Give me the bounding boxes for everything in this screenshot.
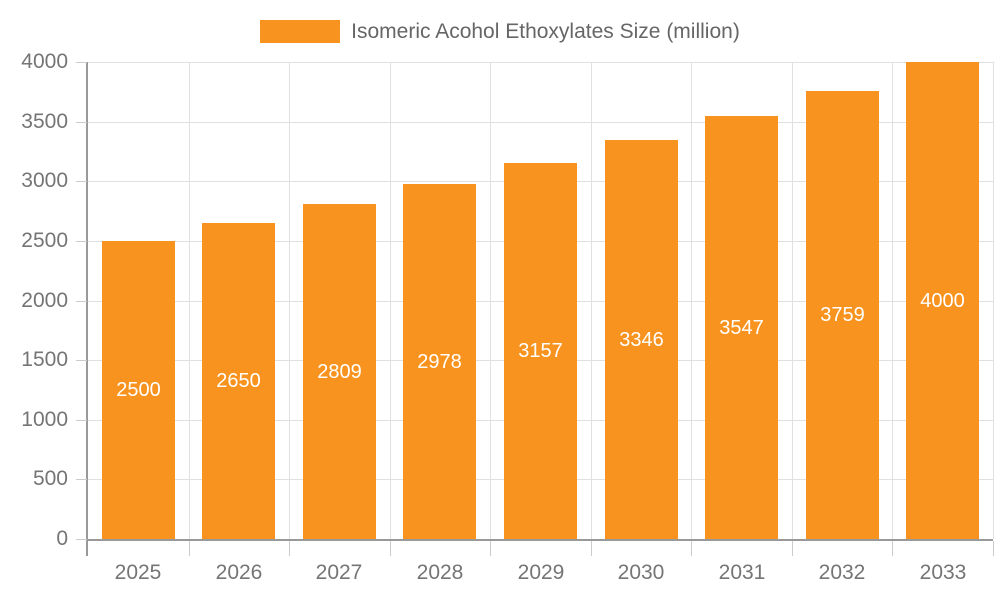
y-tick-mark — [76, 420, 87, 421]
y-tick-label: 500 — [32, 467, 68, 490]
h-gridline — [88, 121, 993, 123]
bar-value-label: 2500 — [116, 379, 161, 401]
x-tick-label: 2027 — [315, 561, 363, 584]
bar-value-label: 3547 — [719, 316, 764, 339]
x-tick-mark — [189, 541, 190, 556]
bar-value-label: 3759 — [820, 304, 865, 326]
bar-value-label: 4000 — [920, 289, 965, 312]
y-tick-mark — [76, 181, 87, 182]
v-gridline — [792, 62, 793, 539]
bar: 2650 — [202, 223, 275, 539]
v-gridline — [591, 62, 592, 539]
y-tick-label: 4000 — [21, 50, 68, 73]
bar: 3759 — [806, 91, 879, 539]
v-gridline — [189, 62, 190, 539]
y-tick-mark — [76, 122, 87, 123]
y-tick-label: 0 — [56, 527, 68, 550]
x-tick-label: 2025 — [114, 561, 162, 584]
bar-value-label: 2809 — [317, 360, 362, 383]
bar: 3547 — [705, 116, 778, 539]
legend: Isomeric Acohol Ethoxylates Size (millio… — [0, 20, 1000, 43]
y-tick-mark — [76, 539, 87, 540]
v-gridline — [390, 62, 391, 539]
bar-value-label: 3346 — [619, 328, 664, 351]
y-axis-line — [86, 62, 88, 556]
bar-value-label: 3157 — [518, 340, 563, 362]
x-tick-mark — [390, 541, 391, 556]
bar: 2500 — [102, 241, 175, 539]
y-tick-mark — [76, 241, 87, 242]
x-tick-mark — [792, 541, 793, 556]
legend-swatch — [260, 20, 341, 43]
plot-area: 2500 2650 2809 2978 3157 3346 3547 3759 4000 — [88, 62, 994, 539]
bar: 4000 — [906, 62, 979, 539]
x-tick-label: 2030 — [617, 561, 665, 584]
y-tick-mark — [76, 479, 87, 480]
y-tick-label: 1000 — [21, 408, 68, 431]
x-tick-mark — [490, 541, 491, 556]
bar-value-label: 2650 — [216, 370, 261, 392]
bar: 2809 — [303, 204, 376, 539]
v-gridline — [892, 62, 893, 539]
x-tick-label: 2026 — [215, 561, 263, 584]
bar: 3157 — [504, 163, 577, 539]
y-tick-label: 2000 — [21, 289, 68, 312]
bar: 3346 — [605, 140, 678, 539]
y-tick-label: 3500 — [21, 110, 68, 133]
x-tick-label: 2033 — [919, 561, 967, 584]
x-tick-mark — [591, 541, 592, 556]
legend-label: Isomeric Acohol Ethoxylates Size (millio… — [351, 20, 740, 43]
x-tick-label: 2032 — [818, 561, 866, 584]
y-tick-label: 1500 — [21, 348, 68, 371]
v-gridline — [691, 62, 692, 539]
y-tick-mark — [76, 360, 87, 361]
x-tick-mark — [892, 541, 893, 556]
y-tick-mark — [76, 301, 87, 302]
x-tick-label: 2029 — [517, 561, 565, 584]
x-tick-label: 2028 — [416, 561, 464, 584]
y-tick-label: 2500 — [21, 229, 68, 252]
x-tick-mark — [289, 541, 290, 556]
bar: 2978 — [403, 184, 476, 539]
bar-value-label: 2978 — [417, 350, 462, 373]
y-tick-label: 3000 — [21, 169, 68, 192]
x-tick-label: 2031 — [718, 561, 766, 584]
x-tick-mark — [691, 541, 692, 556]
x-tick-mark — [993, 541, 994, 556]
x-axis-line — [86, 539, 993, 541]
v-gridline — [993, 62, 994, 539]
v-gridline — [490, 62, 491, 539]
h-gridline — [88, 62, 993, 63]
v-gridline — [289, 62, 290, 539]
y-tick-mark — [76, 62, 87, 63]
